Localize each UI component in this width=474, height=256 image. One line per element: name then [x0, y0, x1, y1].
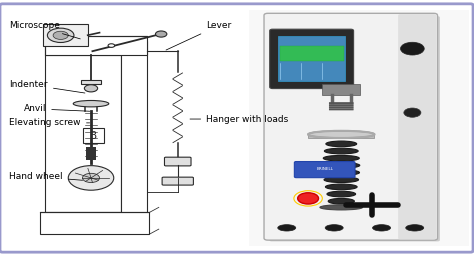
Ellipse shape [324, 177, 358, 183]
Bar [86, 147, 96, 160]
Ellipse shape [326, 184, 357, 190]
Text: Microscope: Microscope [9, 21, 80, 39]
Circle shape [298, 193, 319, 204]
FancyBboxPatch shape [398, 14, 436, 239]
Circle shape [47, 28, 74, 42]
Bar [249, 10, 469, 246]
Bar [83, 128, 104, 143]
Text: Indenter: Indenter [9, 80, 85, 93]
Ellipse shape [320, 205, 363, 210]
Ellipse shape [328, 198, 355, 204]
Circle shape [68, 166, 114, 190]
Circle shape [53, 31, 68, 39]
Ellipse shape [406, 225, 424, 231]
Text: Elevating screw: Elevating screw [9, 118, 90, 127]
Text: Lever: Lever [166, 21, 231, 50]
Bar [43, 24, 88, 46]
FancyBboxPatch shape [0, 4, 473, 252]
Ellipse shape [323, 170, 359, 175]
Text: Hanger with loads: Hanger with loads [190, 114, 289, 124]
Ellipse shape [326, 141, 357, 147]
FancyBboxPatch shape [329, 102, 354, 104]
FancyBboxPatch shape [164, 157, 191, 166]
FancyBboxPatch shape [270, 29, 354, 89]
Circle shape [84, 85, 98, 92]
Bar [280, 46, 344, 61]
Ellipse shape [308, 131, 374, 138]
Bar [81, 80, 101, 84]
Bar [45, 36, 147, 55]
Bar [322, 84, 360, 95]
FancyBboxPatch shape [329, 106, 354, 108]
Text: BRINELL: BRINELL [316, 167, 333, 172]
Circle shape [404, 108, 421, 117]
Circle shape [108, 44, 115, 47]
Text: Hand wheel: Hand wheel [9, 172, 82, 181]
FancyBboxPatch shape [329, 108, 354, 110]
Ellipse shape [324, 148, 358, 154]
Ellipse shape [73, 101, 109, 107]
Ellipse shape [278, 225, 296, 231]
Ellipse shape [323, 163, 360, 168]
Bar [45, 55, 121, 212]
Bar [121, 41, 147, 228]
Ellipse shape [327, 191, 356, 197]
FancyBboxPatch shape [162, 177, 193, 185]
Ellipse shape [323, 155, 359, 161]
FancyBboxPatch shape [264, 13, 438, 240]
Ellipse shape [373, 225, 391, 231]
FancyBboxPatch shape [269, 16, 440, 241]
Circle shape [401, 42, 424, 55]
Circle shape [155, 31, 167, 37]
Circle shape [82, 173, 100, 183]
Text: B: B [90, 131, 97, 141]
Ellipse shape [325, 225, 343, 231]
FancyBboxPatch shape [294, 162, 355, 178]
FancyBboxPatch shape [329, 104, 354, 106]
Bar [40, 212, 149, 234]
Text: Anvil: Anvil [24, 104, 90, 113]
Bar [308, 134, 374, 138]
Bar [278, 36, 345, 81]
